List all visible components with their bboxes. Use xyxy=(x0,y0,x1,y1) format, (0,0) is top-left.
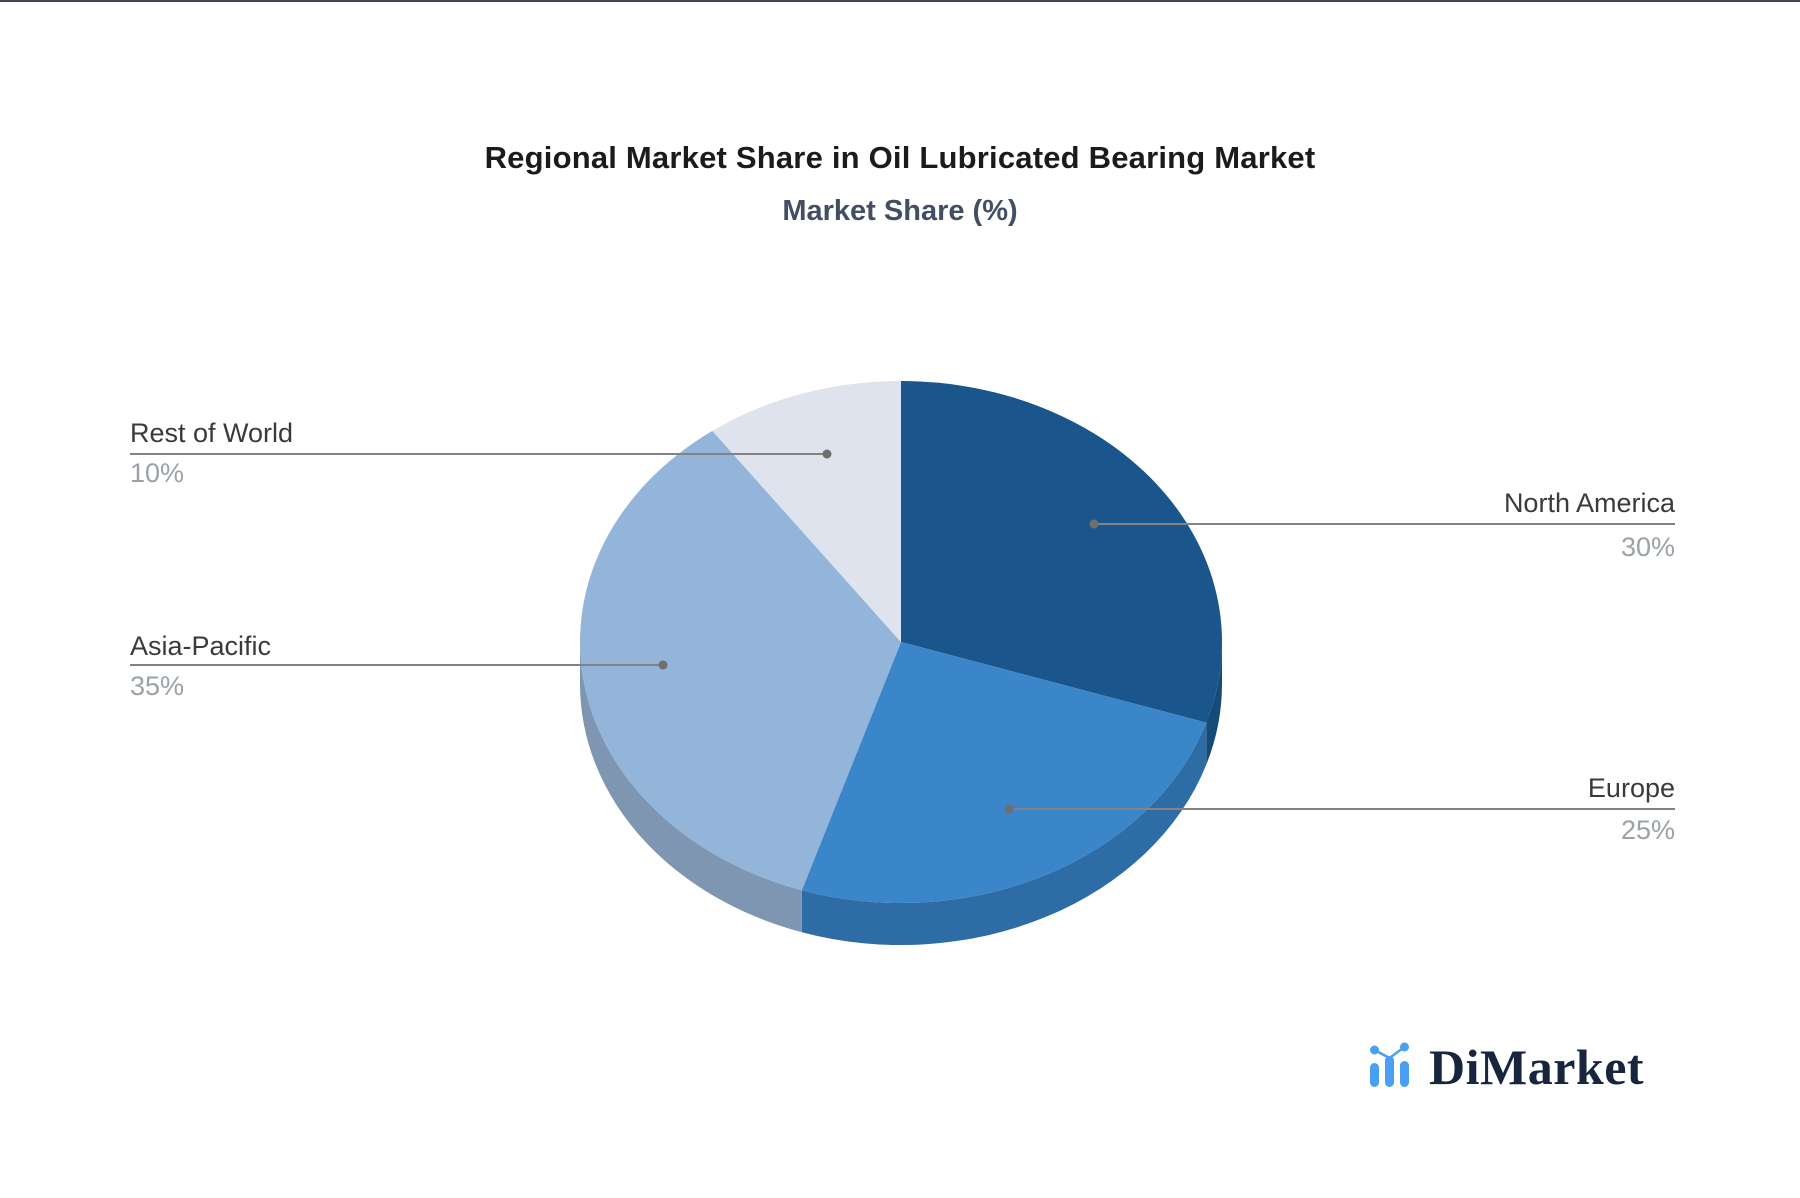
pie-slice-europe[interactable] xyxy=(801,642,1207,904)
slice-percent-asia-pacific: 35% xyxy=(130,671,185,701)
pie-slice-side-asia-pacific xyxy=(579,642,802,933)
pie-slice-rest-of-world[interactable] xyxy=(712,381,901,642)
pie-slice-side-north-america xyxy=(1206,642,1222,765)
chart-title: Regional Market Share in Oil Lubricated … xyxy=(484,140,1316,175)
leader-dot-europe xyxy=(1004,804,1014,814)
slice-percent-rest-of-world: 10% xyxy=(130,458,185,488)
slice-name-asia-pacific: Asia-Pacific xyxy=(130,631,272,661)
leader-dot-rest-of-world xyxy=(822,449,832,459)
slice-percent-north-america: 30% xyxy=(1620,532,1675,562)
bar-line-chart-icon xyxy=(1370,1042,1409,1087)
pie-slice-north-america[interactable] xyxy=(901,381,1222,723)
chart-subtitle: Market Share (%) xyxy=(782,195,1018,227)
pie-slice-side-europe xyxy=(801,722,1207,946)
slice-name-north-america: North America xyxy=(1503,488,1675,518)
slice-name-europe: Europe xyxy=(1587,773,1675,803)
brand-name: DiMarket xyxy=(1429,1039,1645,1095)
slice-name-rest-of-world: Rest of World xyxy=(130,418,294,448)
leader-dot-asia-pacific xyxy=(658,660,668,670)
pie-slice-asia-pacific[interactable] xyxy=(579,430,901,891)
slice-percent-europe: 25% xyxy=(1620,815,1675,845)
brand-logo: DiMarket xyxy=(1366,1038,1644,1096)
leader-dot-north-america xyxy=(1089,519,1099,529)
